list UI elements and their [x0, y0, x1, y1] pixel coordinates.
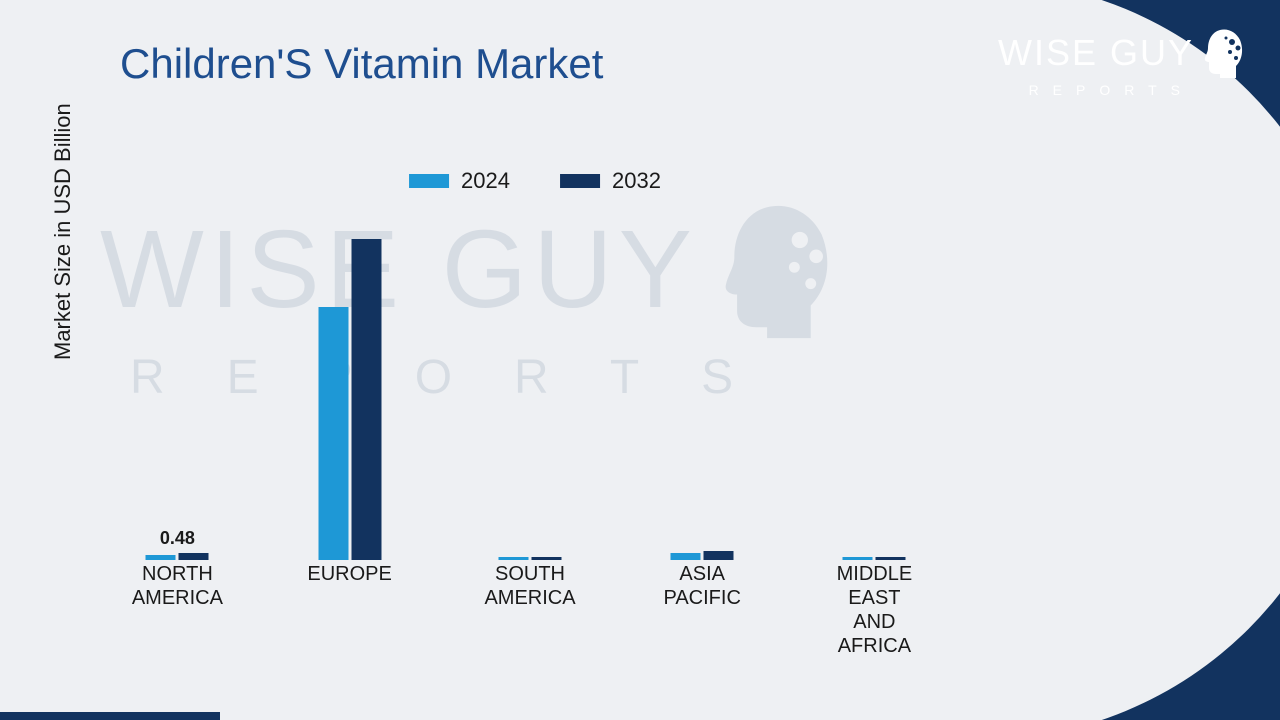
- bar-chart: Market Size in USD Billion 2024 2032 0.4…: [110, 160, 960, 680]
- bar-2024: [318, 307, 348, 560]
- bar-2032: [876, 557, 906, 560]
- legend-swatch-2032: [560, 174, 600, 188]
- chart-plot-area: 0.48: [120, 220, 940, 560]
- chart-title: Children'S Vitamin Market: [120, 40, 603, 88]
- brand-head-icon: [1202, 28, 1246, 78]
- legend-item-2024: 2024: [409, 168, 510, 194]
- x-tick-label: MIDDLEEASTANDAFRICA: [837, 562, 913, 658]
- legend-swatch-2024: [409, 174, 449, 188]
- x-tick-label: NORTHAMERICA: [132, 562, 223, 610]
- bar-group: [671, 551, 734, 560]
- legend-label-2024: 2024: [461, 168, 510, 194]
- x-tick-label: ASIAPACIFIC: [663, 562, 740, 610]
- legend-item-2032: 2032: [560, 168, 661, 194]
- x-tick-label: EUROPE: [307, 562, 391, 586]
- bar-group: [499, 557, 562, 560]
- bar-2024: [146, 555, 176, 560]
- bar-2032: [179, 553, 209, 560]
- bar-value-label: 0.48: [160, 528, 195, 549]
- bottom-accent-bar: [0, 712, 220, 720]
- bar-2024: [843, 557, 873, 560]
- bar-group: [146, 553, 209, 560]
- brand-sub-text: REPORTS: [986, 82, 1194, 98]
- bar-2024: [671, 553, 701, 560]
- bar-2032: [532, 557, 562, 560]
- brand-main-text: WISE GUY: [998, 35, 1194, 71]
- bar-group: [843, 557, 906, 560]
- bar-group: [318, 239, 381, 560]
- bar-2032: [704, 551, 734, 560]
- legend-label-2032: 2032: [612, 168, 661, 194]
- chart-legend: 2024 2032: [409, 168, 661, 194]
- x-tick-label: SOUTHAMERICA: [484, 562, 575, 610]
- bar-2024: [499, 557, 529, 560]
- brand-logo: WISE GUY REPORTS: [986, 28, 1246, 98]
- y-axis-label: Market Size in USD Billion: [50, 103, 76, 360]
- bar-2032: [351, 239, 381, 560]
